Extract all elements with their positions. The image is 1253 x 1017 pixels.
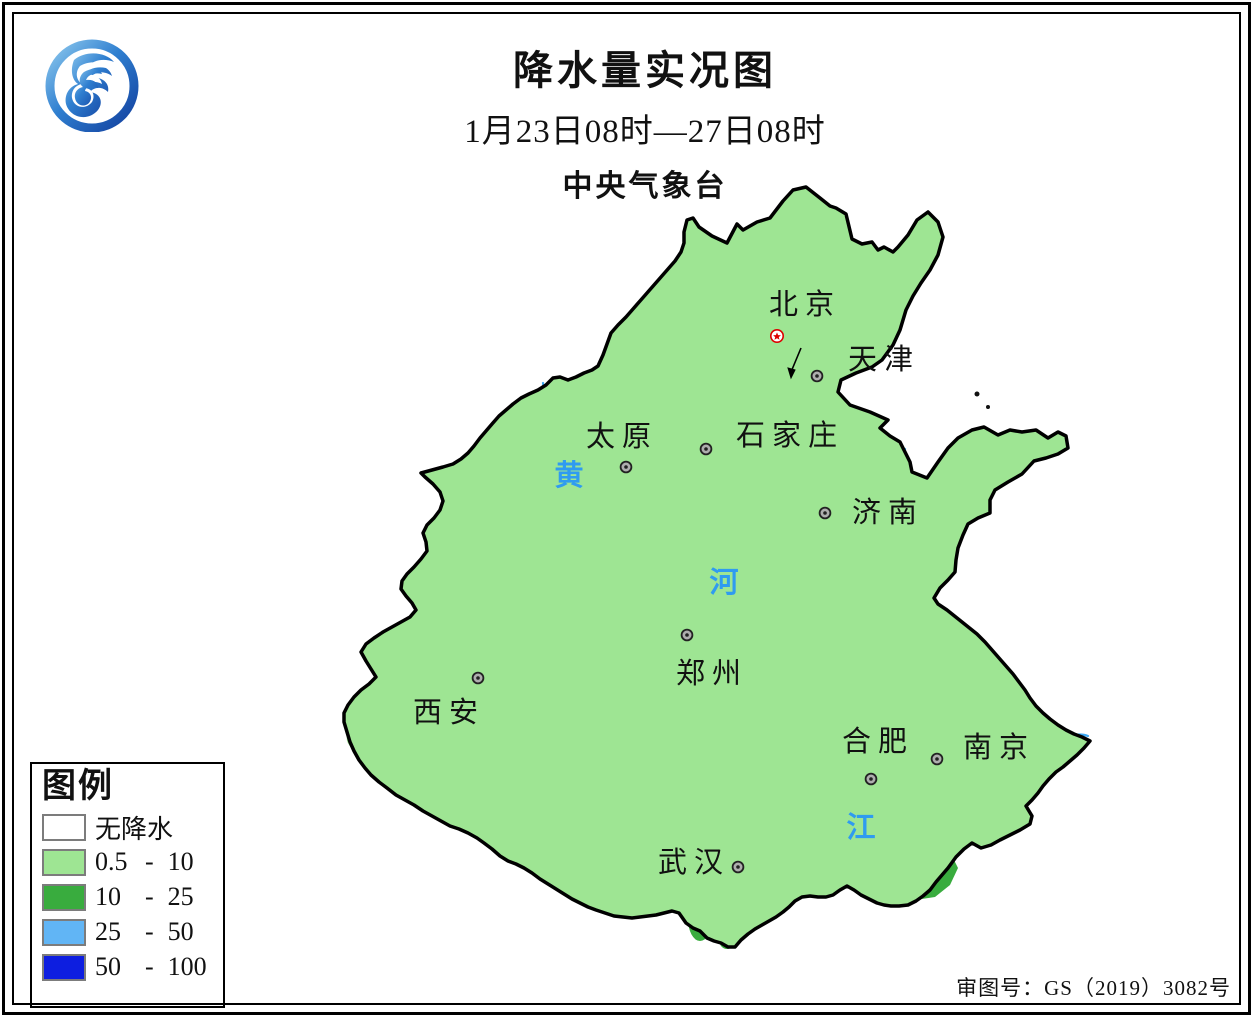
city-label: 武汉 bbox=[658, 847, 730, 879]
city-marker bbox=[699, 442, 713, 456]
river-label: 河 bbox=[709, 566, 738, 599]
cma-logo-icon bbox=[45, 39, 139, 132]
city-label: 郑州 bbox=[676, 657, 748, 690]
legend-swatch bbox=[42, 953, 86, 981]
legend-swatch bbox=[42, 883, 86, 911]
city-marker bbox=[864, 772, 878, 786]
legend-item: 25-50 bbox=[42, 917, 223, 947]
city-label: 济南 bbox=[852, 496, 924, 529]
legend-rows: 无降水 0.5-10 10-25 25-50 50-100 bbox=[42, 813, 223, 982]
city-marker bbox=[680, 628, 694, 642]
city-marker bbox=[731, 860, 745, 874]
legend-item: 10-25 bbox=[42, 882, 223, 912]
river-label: 黄 bbox=[554, 459, 583, 492]
legend-label: 25-50 bbox=[95, 917, 194, 947]
legend-label: 10-25 bbox=[95, 882, 194, 912]
river-labels: 黄河江 bbox=[554, 459, 875, 844]
legend-label: 无降水 bbox=[95, 814, 174, 844]
city-label: 天津 bbox=[848, 344, 920, 376]
map-legend: 图例 无降水 0.5-10 10-25 25-50 50-100 bbox=[30, 762, 225, 1008]
city-marker bbox=[930, 752, 944, 766]
capital-marker bbox=[769, 328, 784, 343]
legend-swatch bbox=[42, 848, 86, 876]
city-label: 南京 bbox=[963, 731, 1035, 764]
map-approval-number: 审图号：GS（2019）3082号 bbox=[956, 976, 1231, 1000]
legend-label: 0.5-10 bbox=[95, 847, 194, 877]
city-marker bbox=[471, 671, 485, 685]
city-label: 北京 bbox=[769, 288, 841, 321]
legend-swatch bbox=[42, 918, 86, 946]
legend-swatch bbox=[42, 813, 86, 841]
beijing-arrow bbox=[787, 347, 802, 380]
title-block: 降水量实况图 1月23日08时—27日08时 中央气象台 bbox=[330, 48, 960, 205]
legend-title: 图例 bbox=[42, 768, 114, 805]
city-marker bbox=[810, 369, 824, 383]
legend-item: 无降水 bbox=[42, 813, 223, 844]
island-specks bbox=[974, 391, 990, 409]
city-label: 合肥 bbox=[842, 725, 914, 758]
city-label: 石家庄 bbox=[736, 419, 844, 452]
city-marker bbox=[619, 460, 633, 474]
legend-label: 50-100 bbox=[95, 952, 207, 982]
page-title: 降水量实况图 bbox=[513, 48, 777, 93]
city-label: 太原 bbox=[586, 420, 658, 453]
date-range: 1月23日08时—27日08时 bbox=[464, 114, 826, 150]
legend-item: 0.5-10 bbox=[42, 847, 223, 877]
city-marker bbox=[818, 506, 832, 520]
legend-item: 50-100 bbox=[42, 952, 223, 982]
city-label: 西安 bbox=[413, 696, 485, 729]
river-label: 江 bbox=[846, 811, 875, 844]
city-markers bbox=[471, 328, 944, 874]
agency-name: 中央气象台 bbox=[562, 170, 728, 203]
